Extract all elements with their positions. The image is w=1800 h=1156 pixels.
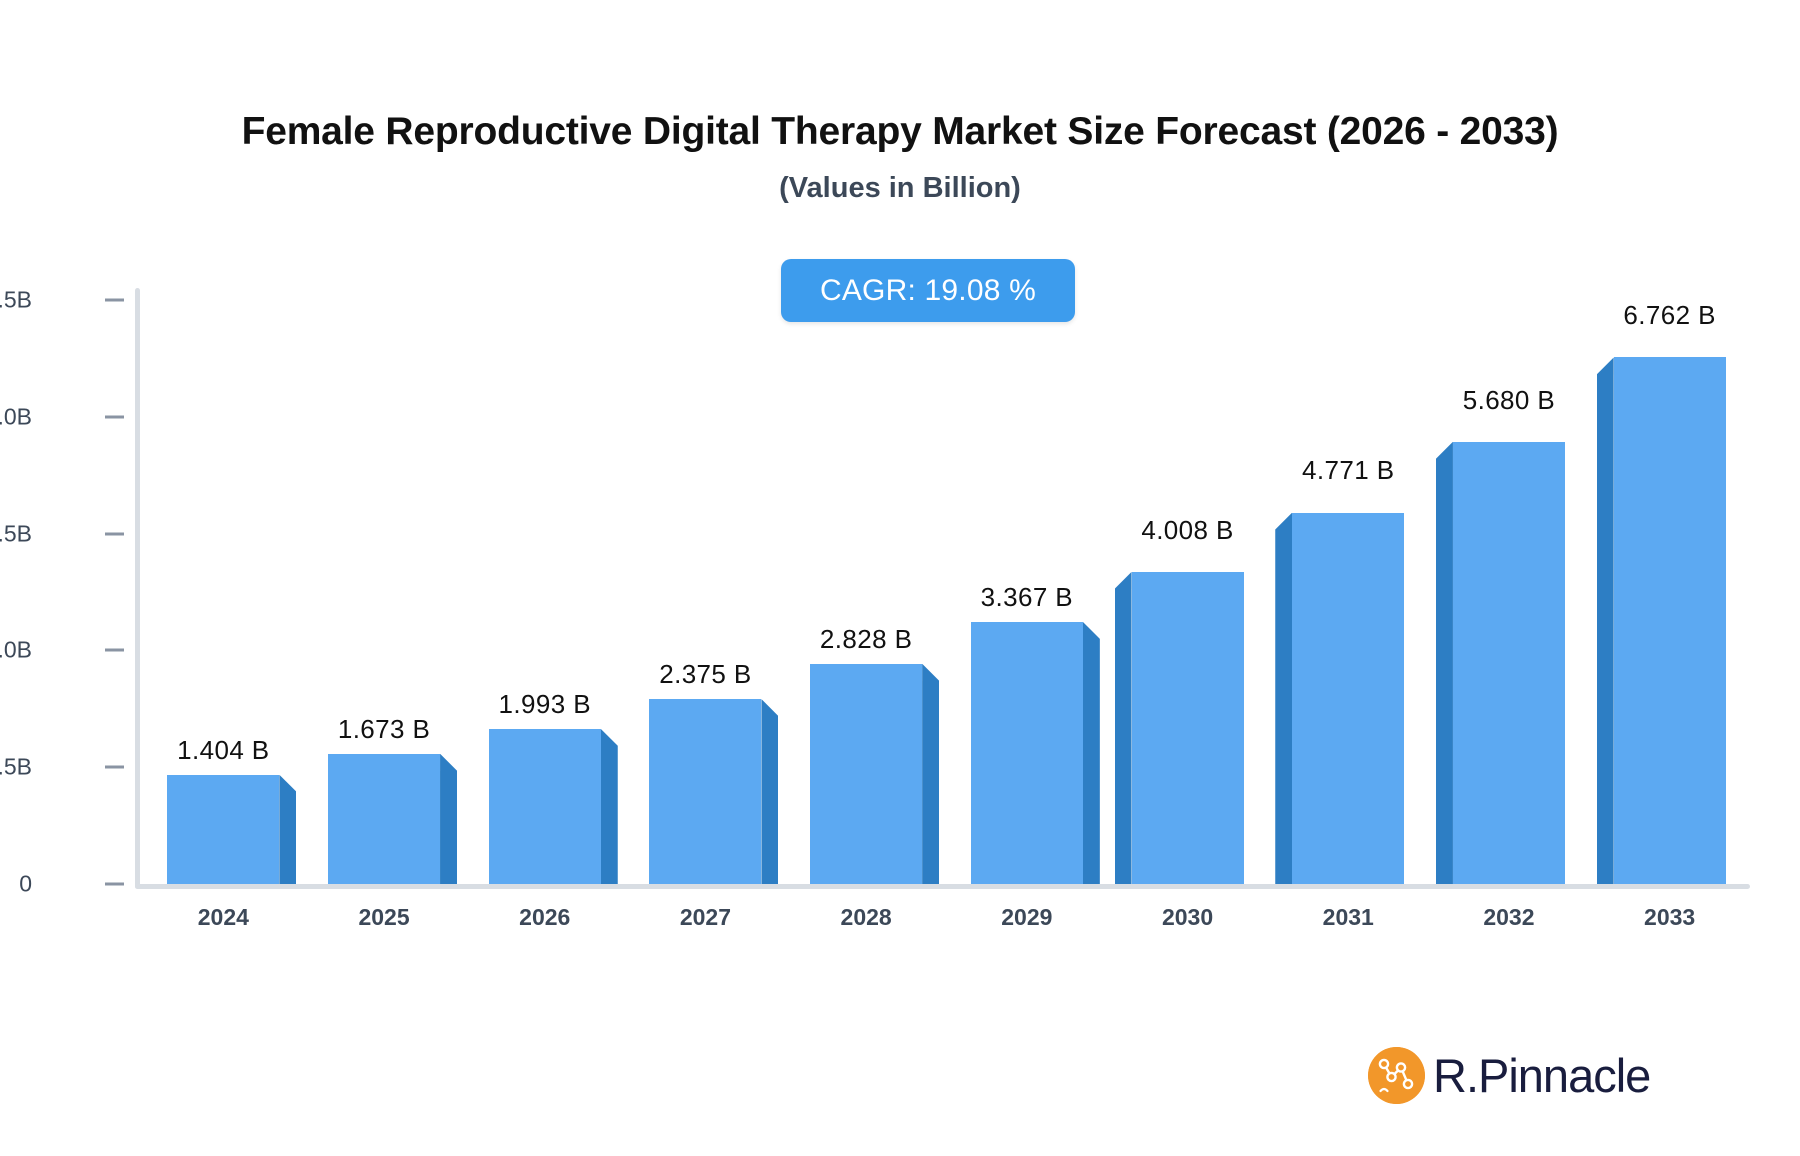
- bar-2025[interactable]: [328, 753, 458, 884]
- y-tick-label: 1.5B: [0, 753, 32, 780]
- x-tick-label: 2032: [1483, 904, 1535, 930]
- y-tick-label: 3.0B: [0, 636, 32, 663]
- brand-name: R.Pinnacle: [1433, 1049, 1651, 1102]
- bar-side-face: [1596, 357, 1614, 884]
- bar-front-face: [488, 728, 601, 884]
- y-tick-label: 6.0B: [0, 403, 32, 430]
- bar-value-label: 2.828 B: [819, 623, 913, 654]
- bar-2030[interactable]: [1114, 571, 1244, 884]
- x-tick-label: 2026: [519, 904, 571, 930]
- x-tick-label: 2028: [840, 904, 892, 930]
- bar-value-label: 1.404 B: [177, 734, 270, 765]
- x-tick-label: 2024: [197, 904, 249, 930]
- bar-front-face: [1292, 512, 1405, 884]
- bar-front-face: [328, 753, 441, 884]
- bar-value-label: 1.993 B: [498, 688, 591, 719]
- y-tick-mark: [105, 648, 124, 652]
- rpinnacle-graph-icon: [1368, 1047, 1425, 1104]
- bar-2031[interactable]: [1275, 512, 1405, 884]
- bar-side-face: [440, 753, 458, 884]
- bar-value-label: 3.367 B: [980, 581, 1074, 612]
- bar-value-label: 4.771 B: [1302, 455, 1395, 486]
- x-axis-spine: [135, 884, 1750, 889]
- bar-front-face: [1131, 571, 1244, 884]
- cagr-badge: CAGR: 19.08 %: [781, 259, 1075, 322]
- x-tick-label: 2029: [1001, 904, 1053, 930]
- bar-side-face: [1082, 621, 1100, 884]
- bar-front-face: [810, 663, 923, 884]
- y-tick-label: 0: [19, 870, 32, 897]
- y-tick-mark: [105, 415, 124, 419]
- y-tick-mark: [105, 298, 124, 302]
- bar-value-label: 5.680 B: [1462, 384, 1556, 415]
- bar-side-face: [1275, 512, 1293, 884]
- x-tick-label: 2030: [1161, 904, 1214, 930]
- bar-front-face: [1452, 441, 1565, 884]
- x-tick-label: 2025: [358, 904, 410, 930]
- bar-value-label: 1.673 B: [337, 713, 431, 744]
- x-tick-label: 2031: [1322, 904, 1374, 930]
- bar-front-face: [167, 774, 280, 884]
- bar-side-face: [761, 699, 779, 884]
- bar-front-face: [649, 699, 762, 884]
- bar-2029[interactable]: [970, 621, 1100, 884]
- y-tick-mark: [105, 765, 124, 769]
- chart-subtitle: (Values in Billion): [779, 172, 1021, 204]
- bar-side-face: [279, 774, 297, 884]
- y-tick-label: 7.5B: [0, 286, 32, 313]
- bar-2026[interactable]: [488, 728, 618, 884]
- plot-area: 0 1.5B 3.0B 4.5B 6.0B 7.5B 1.404 B 1.673 B 1.99…: [0, 287, 1750, 930]
- bar-2028[interactable]: [810, 663, 940, 884]
- bar-value-label: 2.375 B: [659, 659, 752, 690]
- y-tick-mark: [105, 532, 124, 536]
- bar-front-face: [1613, 357, 1726, 884]
- chart-title: Female Reproductive Digital Therapy Mark…: [241, 110, 1559, 153]
- bar-2024[interactable]: [167, 774, 297, 884]
- bar-2033[interactable]: [1596, 357, 1726, 884]
- y-tick-mark: [105, 882, 124, 886]
- y-tick-label: 4.5B: [0, 520, 32, 547]
- bar-side-face: [600, 728, 618, 884]
- bar-side-face: [1114, 571, 1132, 884]
- bar-value-label: 4.008 B: [1141, 514, 1234, 545]
- bar-front-face: [970, 621, 1083, 884]
- bar-2027[interactable]: [649, 699, 779, 884]
- brand-logo: R.Pinnacle: [1368, 1047, 1651, 1104]
- bar-side-face: [1435, 441, 1453, 884]
- bar-value-label: 6.762 B: [1623, 300, 1716, 331]
- y-axis-spine: [135, 288, 140, 889]
- x-tick-label: 2027: [679, 904, 732, 930]
- bar-2032[interactable]: [1435, 441, 1565, 884]
- x-tick-label: 2033: [1644, 904, 1696, 930]
- bar-side-face: [922, 663, 940, 884]
